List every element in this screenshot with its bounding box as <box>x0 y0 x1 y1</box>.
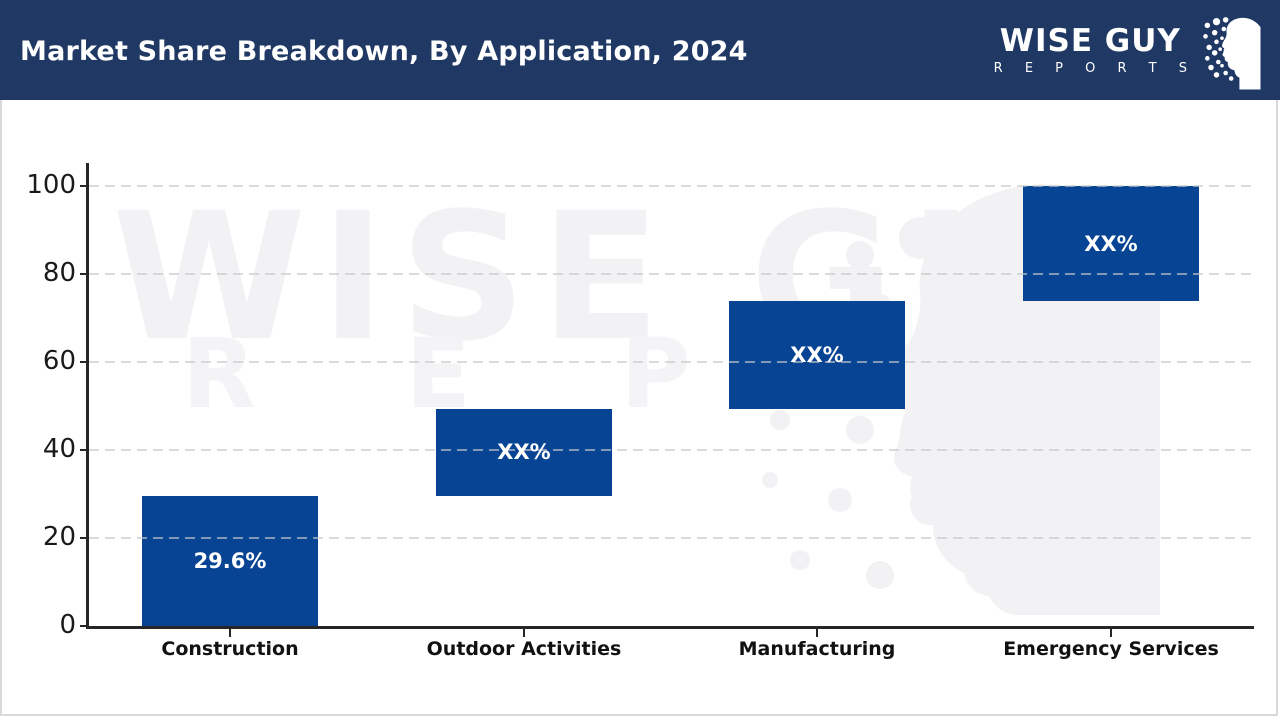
x-category-label: Emergency Services <box>1003 638 1219 660</box>
y-tick-mark <box>80 537 89 539</box>
x-axis-spine <box>86 626 1254 629</box>
y-tick-mark <box>80 449 89 451</box>
y-tick-label: 20 <box>42 522 76 552</box>
x-tick-mark <box>523 628 525 637</box>
bar-value-label: 29.6% <box>193 548 267 573</box>
y-axis-spine <box>86 163 89 629</box>
x-tick-mark <box>816 628 818 637</box>
bar-segment <box>729 301 905 409</box>
y-gridline <box>89 185 1254 187</box>
x-tick-mark <box>229 628 231 637</box>
bar-segment <box>142 495 318 626</box>
y-tick-mark <box>80 625 89 627</box>
y-tick-label: 40 <box>42 434 76 464</box>
y-tick-mark <box>80 273 89 275</box>
bar-value-label: XX% <box>790 342 844 367</box>
x-category-label: Construction <box>161 638 299 660</box>
brand-subtitle: R E P O R T S <box>993 61 1196 76</box>
x-category-label: Outdoor Activities <box>426 638 622 660</box>
bar-value-label: XX% <box>497 440 551 465</box>
y-gridline <box>89 537 1254 539</box>
x-category-label: Manufacturing <box>738 638 896 660</box>
y-gridline <box>89 361 1254 363</box>
bar-segment <box>436 408 612 496</box>
y-tick-label: 100 <box>26 170 76 200</box>
y-tick-mark <box>80 185 89 187</box>
y-tick-label: 60 <box>42 346 76 376</box>
y-gridline <box>89 449 1254 451</box>
brand-face-icon <box>1203 17 1261 90</box>
bar-segment <box>1023 186 1199 302</box>
brand-name: WISE GUY <box>999 23 1181 59</box>
brand-wordmark: WISE GUY R E P O R T S <box>985 23 1196 77</box>
page-title: Market Share Breakdown, By Application, … <box>20 36 748 67</box>
y-tick-label: 0 <box>59 610 76 640</box>
y-tick-label: 80 <box>42 258 76 288</box>
bar-value-label: XX% <box>1084 231 1138 256</box>
x-tick-mark <box>1110 628 1112 637</box>
y-tick-mark <box>80 361 89 363</box>
header-bar: Market Share Breakdown, By Application, … <box>0 0 1280 100</box>
brand-logo: WISE GUY R E P O R T S <box>994 10 1266 92</box>
y-gridline <box>89 273 1254 275</box>
